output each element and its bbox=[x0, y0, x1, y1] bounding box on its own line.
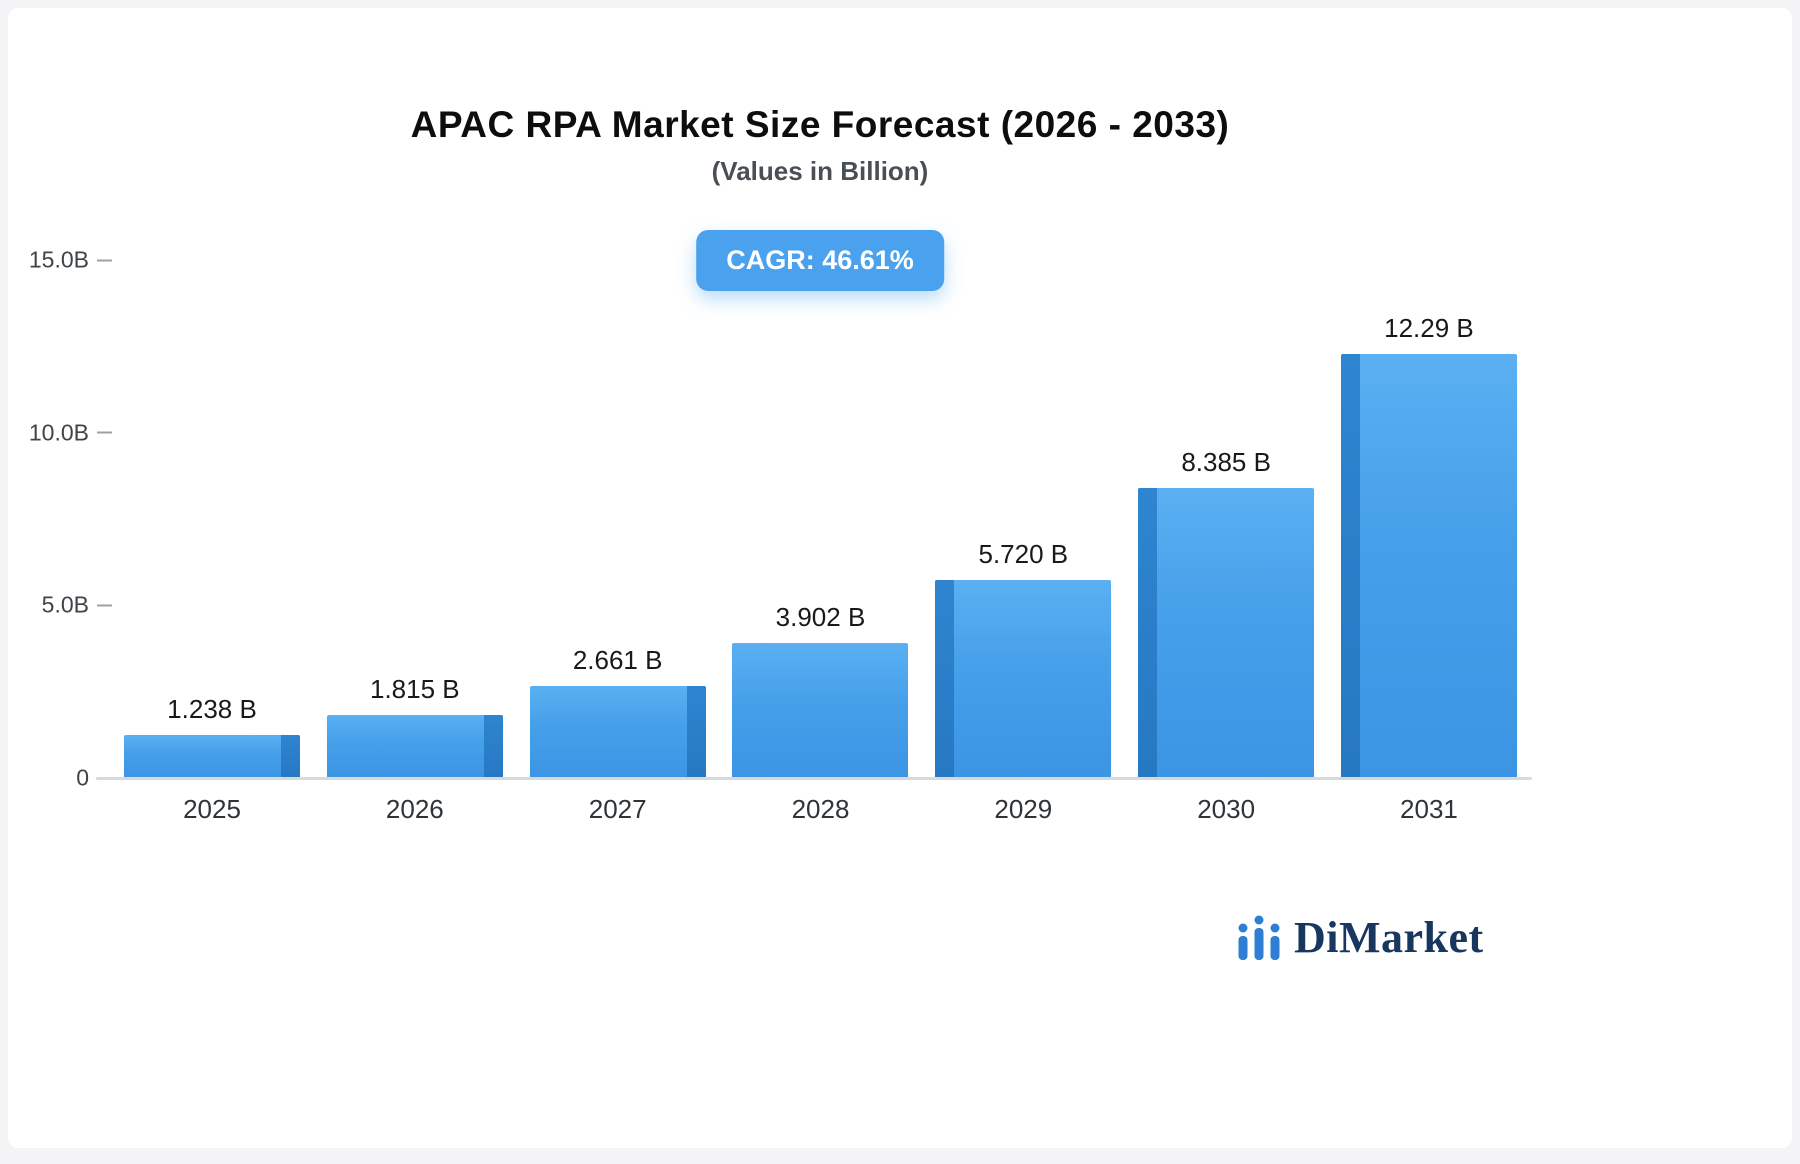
y-tick-mark bbox=[97, 431, 112, 434]
bar bbox=[529, 686, 706, 778]
x-axis-label: 2028 bbox=[791, 794, 850, 824]
bar bbox=[1138, 488, 1315, 778]
y-tick: 15.0B bbox=[29, 247, 112, 274]
bar-value-label: 5.720 B bbox=[978, 539, 1069, 570]
x-axis-label: 2031 bbox=[1400, 794, 1458, 824]
bar-value-label: 12.29 B bbox=[1384, 312, 1474, 343]
x-axis-baseline bbox=[96, 777, 1532, 780]
chart-area: 15.0B 10.0B 5.0B 0 1.238 B 2025 1.815 B 2026 2.… bbox=[8, 247, 1632, 824]
brand-logo: DiMarket bbox=[1236, 914, 1484, 960]
x-axis-label: 2029 bbox=[994, 794, 1053, 824]
bar-group-2027: 2.661 B 2027 bbox=[519, 260, 717, 824]
bar bbox=[732, 643, 909, 778]
chart-title: APAC RPA Market Size Forecast (2026 - 20… bbox=[410, 104, 1230, 145]
chart-content: APAC RPA Market Size Forecast (2026 - 20… bbox=[8, 8, 1632, 1164]
bar-value-label: 2.661 B bbox=[572, 645, 663, 676]
y-tick-label: 15.0B bbox=[28, 246, 89, 273]
x-axis-label: 2026 bbox=[385, 794, 444, 824]
bar-group-2031: 12.29 B 2031 bbox=[1330, 260, 1528, 824]
bar-value-label: 1.238 B bbox=[167, 694, 257, 725]
y-tick: 0 bbox=[76, 765, 112, 792]
chart-subtitle: (Values in Billion) bbox=[711, 156, 929, 186]
bar bbox=[935, 580, 1112, 778]
bar-group-2025: 1.238 B 2025 bbox=[113, 260, 311, 824]
bar-group-2029: 5.720 B 2029 bbox=[924, 260, 1122, 824]
brand-name: DiMarket bbox=[1294, 913, 1484, 962]
x-axis-label: 2027 bbox=[588, 794, 647, 824]
y-tick: 5.0B bbox=[42, 592, 112, 619]
y-tick-mark bbox=[97, 604, 112, 607]
bar-value-label: 3.902 B bbox=[775, 602, 866, 633]
dimarket-bars-icon bbox=[1238, 915, 1280, 960]
bar-value-label: 1.815 B bbox=[370, 674, 460, 705]
y-tick-label: 5.0B bbox=[41, 591, 89, 618]
y-tick-label: 0 bbox=[76, 764, 89, 791]
y-axis: 15.0B 10.0B 5.0B 0 bbox=[8, 247, 112, 791]
bar bbox=[1340, 353, 1517, 779]
bar bbox=[124, 735, 300, 778]
plot-area: 1.238 B 2025 1.815 B 2026 2.661 B 2027 3.902 B… bbox=[113, 260, 1528, 824]
x-axis-label: 2025 bbox=[183, 794, 241, 824]
bar-value-label: 8.385 B bbox=[1181, 447, 1271, 478]
bar-group-2026: 1.815 B 2026 bbox=[316, 260, 514, 824]
bar bbox=[326, 715, 503, 778]
y-tick-mark bbox=[97, 259, 112, 261]
bar-group-2028: 3.902 B 2028 bbox=[721, 260, 919, 824]
cagr-badge: CAGR: 46.61% bbox=[696, 230, 944, 291]
x-axis-label: 2030 bbox=[1197, 794, 1256, 824]
y-tick-label: 10.0B bbox=[28, 419, 89, 446]
chart-card: APAC RPA Market Size Forecast (2026 - 20… bbox=[8, 8, 1792, 1148]
bar-group-2030: 8.385 B 2030 bbox=[1127, 260, 1325, 824]
y-tick: 10.0B bbox=[29, 419, 112, 446]
